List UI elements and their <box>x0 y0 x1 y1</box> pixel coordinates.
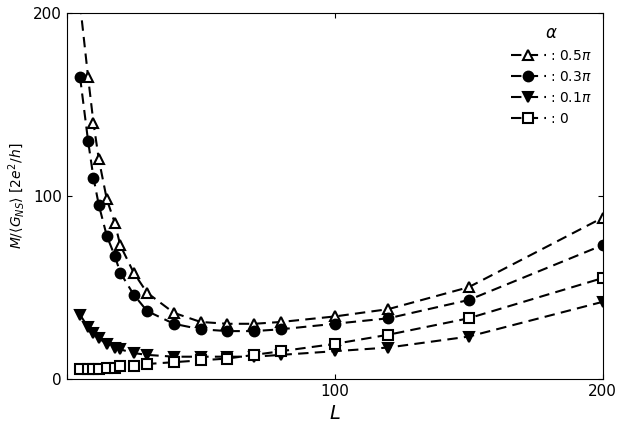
: $0.3\pi$: (50, 27): $0.3\pi$: (50, 27) <box>197 327 205 332</box>
: $0.3\pi$: (200, 73): $0.3\pi$: (200, 73) <box>599 243 607 248</box>
: $0.3\pi$: (30, 37): $0.3\pi$: (30, 37) <box>144 308 151 313</box>
: $0.5\pi$: (120, 38): $0.5\pi$: (120, 38) <box>384 307 392 312</box>
Line: : $0.1\pi$: : $0.1\pi$ <box>75 297 608 362</box>
: $0.3\pi$: (70, 26): $0.3\pi$: (70, 26) <box>250 329 258 334</box>
: $0.3\pi$: (18, 67): $0.3\pi$: (18, 67) <box>111 254 119 259</box>
: $0.5\pi$: (5, 205): $0.5\pi$: (5, 205) <box>76 1 84 6</box>
: $0.1\pi$: (18, 17): $0.1\pi$: (18, 17) <box>111 345 119 350</box>
Line: : $0.5\pi$: : $0.5\pi$ <box>75 0 608 329</box>
Y-axis label: $M / \langle G_{NS} \rangle \ [2e^2/h]$: $M / \langle G_{NS} \rangle \ [2e^2/h]$ <box>7 143 27 249</box>
: $0$: (18, 6): $0$: (18, 6) <box>111 365 119 370</box>
: $0$: (5, 5): $0$: (5, 5) <box>76 367 84 372</box>
: $0.1\pi$: (40, 12): $0.1\pi$: (40, 12) <box>170 354 178 359</box>
: $0$: (40, 9): $0$: (40, 9) <box>170 359 178 365</box>
: $0.5\pi$: (60, 30): $0.5\pi$: (60, 30) <box>223 321 231 326</box>
: $0.1\pi$: (12, 22): $0.1\pi$: (12, 22) <box>95 336 102 341</box>
: $0.1\pi$: (8, 28): $0.1\pi$: (8, 28) <box>84 325 92 330</box>
: $0$: (50, 10): $0$: (50, 10) <box>197 358 205 363</box>
: $0.5\pi$: (8, 165): $0.5\pi$: (8, 165) <box>84 74 92 80</box>
: $0.1\pi$: (50, 12): $0.1\pi$: (50, 12) <box>197 354 205 359</box>
: $0$: (100, 19): $0$: (100, 19) <box>331 341 338 347</box>
: $0.3\pi$: (12, 95): $0.3\pi$: (12, 95) <box>95 203 102 208</box>
: $0.5\pi$: (200, 88): $0.5\pi$: (200, 88) <box>599 215 607 220</box>
: $0.1\pi$: (150, 23): $0.1\pi$: (150, 23) <box>465 334 472 339</box>
X-axis label: $L$: $L$ <box>329 404 341 423</box>
: $0.3\pi$: (100, 30): $0.3\pi$: (100, 30) <box>331 321 338 326</box>
: $0.3\pi$: (8, 130): $0.3\pi$: (8, 130) <box>84 138 92 144</box>
: $0.5\pi$: (18, 85): $0.5\pi$: (18, 85) <box>111 221 119 226</box>
: $0.5\pi$: (80, 31): $0.5\pi$: (80, 31) <box>277 319 285 325</box>
: $0.5\pi$: (100, 34): $0.5\pi$: (100, 34) <box>331 314 338 319</box>
: $0.1\pi$: (80, 13): $0.1\pi$: (80, 13) <box>277 352 285 357</box>
: $0.1\pi$: (100, 15): $0.1\pi$: (100, 15) <box>331 349 338 354</box>
: $0.1\pi$: (70, 12): $0.1\pi$: (70, 12) <box>250 354 258 359</box>
: $0.3\pi$: (120, 33): $0.3\pi$: (120, 33) <box>384 316 392 321</box>
: $0.1\pi$: (30, 13): $0.1\pi$: (30, 13) <box>144 352 151 357</box>
: $0.5\pi$: (15, 98): $0.5\pi$: (15, 98) <box>103 197 110 202</box>
: $0.1\pi$: (25, 14): $0.1\pi$: (25, 14) <box>130 350 137 356</box>
: $0.5\pi$: (50, 31): $0.5\pi$: (50, 31) <box>197 319 205 325</box>
: $0$: (60, 11): $0$: (60, 11) <box>223 356 231 361</box>
: $0.3\pi$: (60, 26): $0.3\pi$: (60, 26) <box>223 329 231 334</box>
: $0.5\pi$: (150, 50): $0.5\pi$: (150, 50) <box>465 285 472 290</box>
: $0$: (12, 5): $0$: (12, 5) <box>95 367 102 372</box>
: $0$: (150, 33): $0$: (150, 33) <box>465 316 472 321</box>
: $0$: (70, 13): $0$: (70, 13) <box>250 352 258 357</box>
: $0.3\pi$: (15, 78): $0.3\pi$: (15, 78) <box>103 233 110 239</box>
: $0$: (20, 7): $0$: (20, 7) <box>117 363 124 369</box>
: $0.1\pi$: (10, 25): $0.1\pi$: (10, 25) <box>90 330 97 335</box>
: $0.5\pi$: (25, 58): $0.5\pi$: (25, 58) <box>130 270 137 275</box>
: $0$: (25, 7): $0$: (25, 7) <box>130 363 137 369</box>
: $0.5\pi$: (10, 140): $0.5\pi$: (10, 140) <box>90 120 97 125</box>
Line: : $0.3\pi$: : $0.3\pi$ <box>75 72 608 336</box>
: $0.3\pi$: (5, 165): $0.3\pi$: (5, 165) <box>76 74 84 80</box>
: $0.3\pi$: (25, 46): $0.3\pi$: (25, 46) <box>130 292 137 297</box>
Line: : $0$: : $0$ <box>75 273 608 375</box>
: $0$: (10, 5): $0$: (10, 5) <box>90 367 97 372</box>
: $0.3\pi$: (150, 43): $0.3\pi$: (150, 43) <box>465 298 472 303</box>
: $0.3\pi$: (20, 58): $0.3\pi$: (20, 58) <box>117 270 124 275</box>
: $0.5\pi$: (30, 47): $0.5\pi$: (30, 47) <box>144 290 151 295</box>
: $0.5\pi$: (20, 73): $0.5\pi$: (20, 73) <box>117 243 124 248</box>
: $0$: (80, 15): $0$: (80, 15) <box>277 349 285 354</box>
: $0.3\pi$: (10, 110): $0.3\pi$: (10, 110) <box>90 175 97 180</box>
: $0.1\pi$: (60, 12): $0.1\pi$: (60, 12) <box>223 354 231 359</box>
: $0.1\pi$: (15, 19): $0.1\pi$: (15, 19) <box>103 341 110 347</box>
Legend: : $0.5\pi$, : $0.3\pi$, : $0.1\pi$, : $0$: : $0.5\pi$, : $0.3\pi$, : $0.1\pi$, : $0… <box>507 20 596 130</box>
: $0.1\pi$: (200, 42): $0.1\pi$: (200, 42) <box>599 299 607 304</box>
: $0.1\pi$: (5, 35): $0.1\pi$: (5, 35) <box>76 312 84 317</box>
: $0$: (15, 6): $0$: (15, 6) <box>103 365 110 370</box>
: $0.1\pi$: (20, 16): $0.1\pi$: (20, 16) <box>117 347 124 352</box>
: $0.5\pi$: (40, 36): $0.5\pi$: (40, 36) <box>170 310 178 315</box>
: $0$: (200, 55): $0$: (200, 55) <box>599 276 607 281</box>
: $0$: (120, 24): $0$: (120, 24) <box>384 332 392 338</box>
: $0.3\pi$: (80, 27): $0.3\pi$: (80, 27) <box>277 327 285 332</box>
: $0.3\pi$: (40, 30): $0.3\pi$: (40, 30) <box>170 321 178 326</box>
: $0$: (8, 5): $0$: (8, 5) <box>84 367 92 372</box>
: $0.5\pi$: (12, 120): $0.5\pi$: (12, 120) <box>95 157 102 162</box>
: $0.1\pi$: (120, 17): $0.1\pi$: (120, 17) <box>384 345 392 350</box>
: $0.5\pi$: (70, 30): $0.5\pi$: (70, 30) <box>250 321 258 326</box>
: $0$: (30, 8): $0$: (30, 8) <box>144 362 151 367</box>
